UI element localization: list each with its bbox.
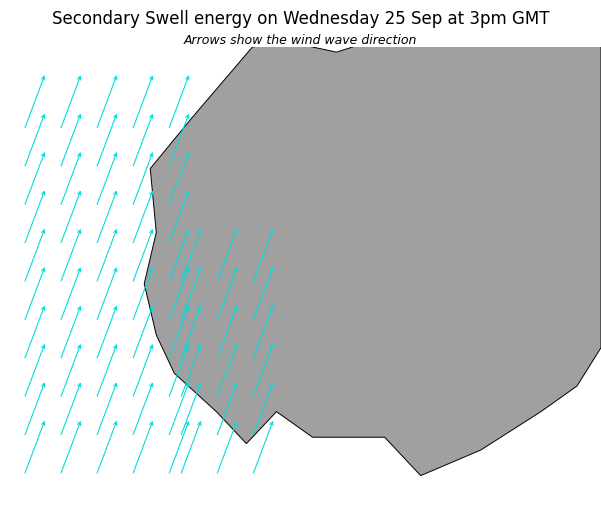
Polygon shape [144, 24, 601, 475]
Text: Arrows show the wind wave direction: Arrows show the wind wave direction [184, 34, 417, 47]
Text: Secondary Swell energy on Wednesday 25 Sep at 3pm GMT: Secondary Swell energy on Wednesday 25 S… [52, 10, 549, 28]
